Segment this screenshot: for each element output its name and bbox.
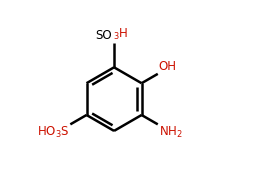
Text: $_3$H: $_3$H [113, 27, 129, 42]
Text: NH$_2$: NH$_2$ [159, 125, 183, 140]
Text: OH: OH [159, 60, 177, 73]
Text: SO: SO [96, 29, 112, 42]
Text: HO$_3$S: HO$_3$S [37, 125, 69, 140]
